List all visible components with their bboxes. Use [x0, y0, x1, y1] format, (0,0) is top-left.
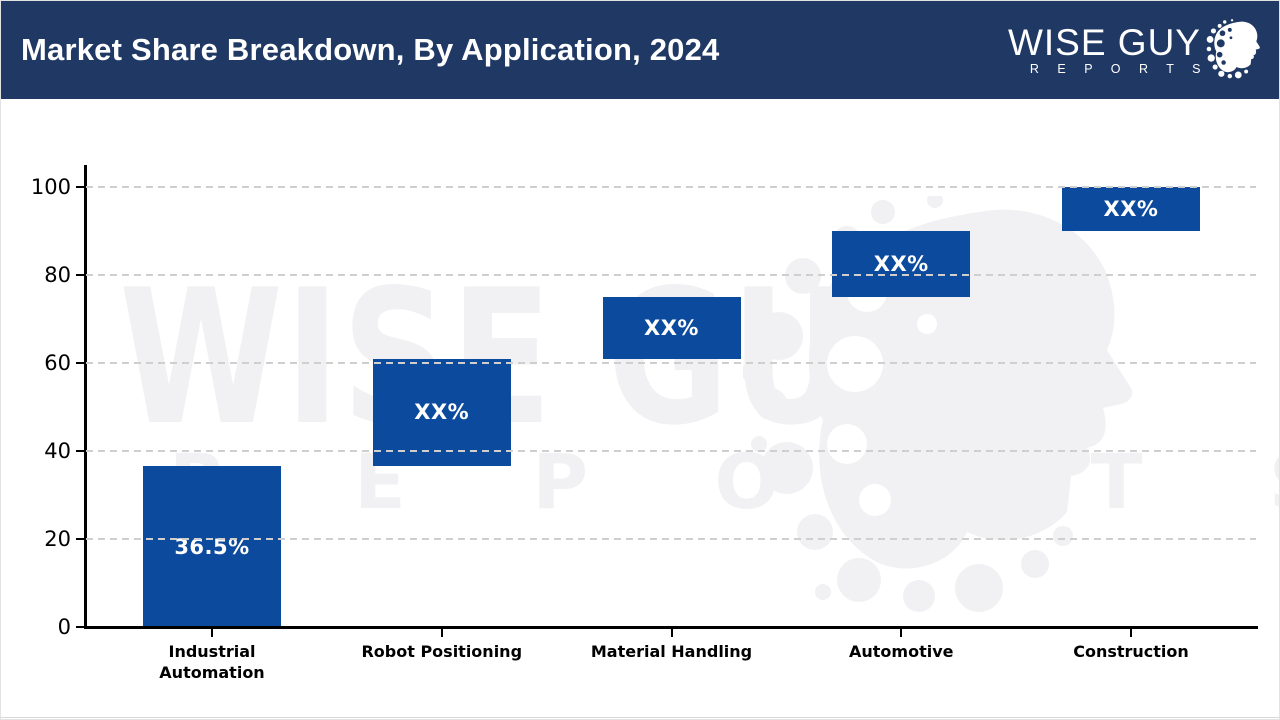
- y-tick-mark-100: [76, 186, 84, 188]
- bar-segment-1: 36.5%: [143, 466, 281, 627]
- gridline-60: [86, 362, 1256, 364]
- y-tick-label-100: 100: [30, 175, 71, 199]
- x-tick-mark-5: [1130, 629, 1132, 637]
- y-tick-label-0: 0: [57, 615, 71, 639]
- x-tick-label-2: Robot Positioning: [361, 642, 523, 661]
- bottom-border-line: [1, 717, 1279, 718]
- y-tick-mark-80: [76, 274, 84, 276]
- gridline-80: [86, 274, 1256, 276]
- bar-segment-4: XX%: [832, 231, 971, 297]
- y-tick-label-60: 60: [44, 351, 71, 375]
- bar-value-label-5: XX%: [1103, 197, 1159, 221]
- bar-segment-5: XX%: [1062, 187, 1200, 231]
- gridline-100: [86, 186, 1256, 188]
- y-tick-mark-0: [76, 626, 84, 628]
- gridline-20: [86, 538, 1256, 540]
- x-tick-label-4: Automotive: [849, 642, 954, 661]
- x-tick-mark-1: [211, 629, 213, 637]
- y-axis-line: [84, 165, 87, 629]
- watermark-text-reports: R E P O R T S: [169, 437, 1280, 526]
- watermark-head-icon: [743, 196, 1133, 612]
- bar-segment-3: XX%: [602, 297, 741, 359]
- x-tick-mark-4: [900, 629, 903, 637]
- bar-value-label-4: XX%: [873, 252, 929, 276]
- x-tick-mark-2: [440, 629, 443, 637]
- x-tick-label-5: Construction: [1073, 642, 1189, 661]
- logo-reports-text: R E P O R T S: [1029, 61, 1208, 76]
- y-tick-mark-20: [76, 538, 84, 540]
- page-title: Market Share Breakdown, By Application, …: [21, 32, 720, 67]
- logo-wiseguy-text: WISE GUY: [1007, 21, 1201, 63]
- y-tick-mark-40: [76, 450, 84, 452]
- bar-value-label-2: XX%: [414, 400, 470, 425]
- brand-logo-text: WISE GUY R E P O R T S: [1007, 21, 1201, 77]
- y-tick-label-20: 20: [44, 527, 71, 551]
- x-tick-label-3: Material Handling: [590, 642, 753, 661]
- y-tick-mark-60: [76, 362, 84, 364]
- x-tick-label-1: Industrial Automation: [159, 642, 265, 682]
- x-tick-mark-3: [670, 629, 673, 637]
- logo-head-icon: [1206, 19, 1260, 79]
- bar-value-label-3: XX%: [644, 315, 699, 340]
- bar-segment-2: XX%: [372, 358, 511, 467]
- x-axis-line: [84, 626, 1258, 629]
- header-bar: Market Share Breakdown, By Application, …: [1, 1, 1279, 99]
- gridline-40: [86, 450, 1256, 452]
- y-tick-label-80: 80: [44, 263, 71, 287]
- brand-logo: WISE GUY R E P O R T S: [1008, 14, 1267, 86]
- y-tick-label-40: 40: [44, 439, 71, 463]
